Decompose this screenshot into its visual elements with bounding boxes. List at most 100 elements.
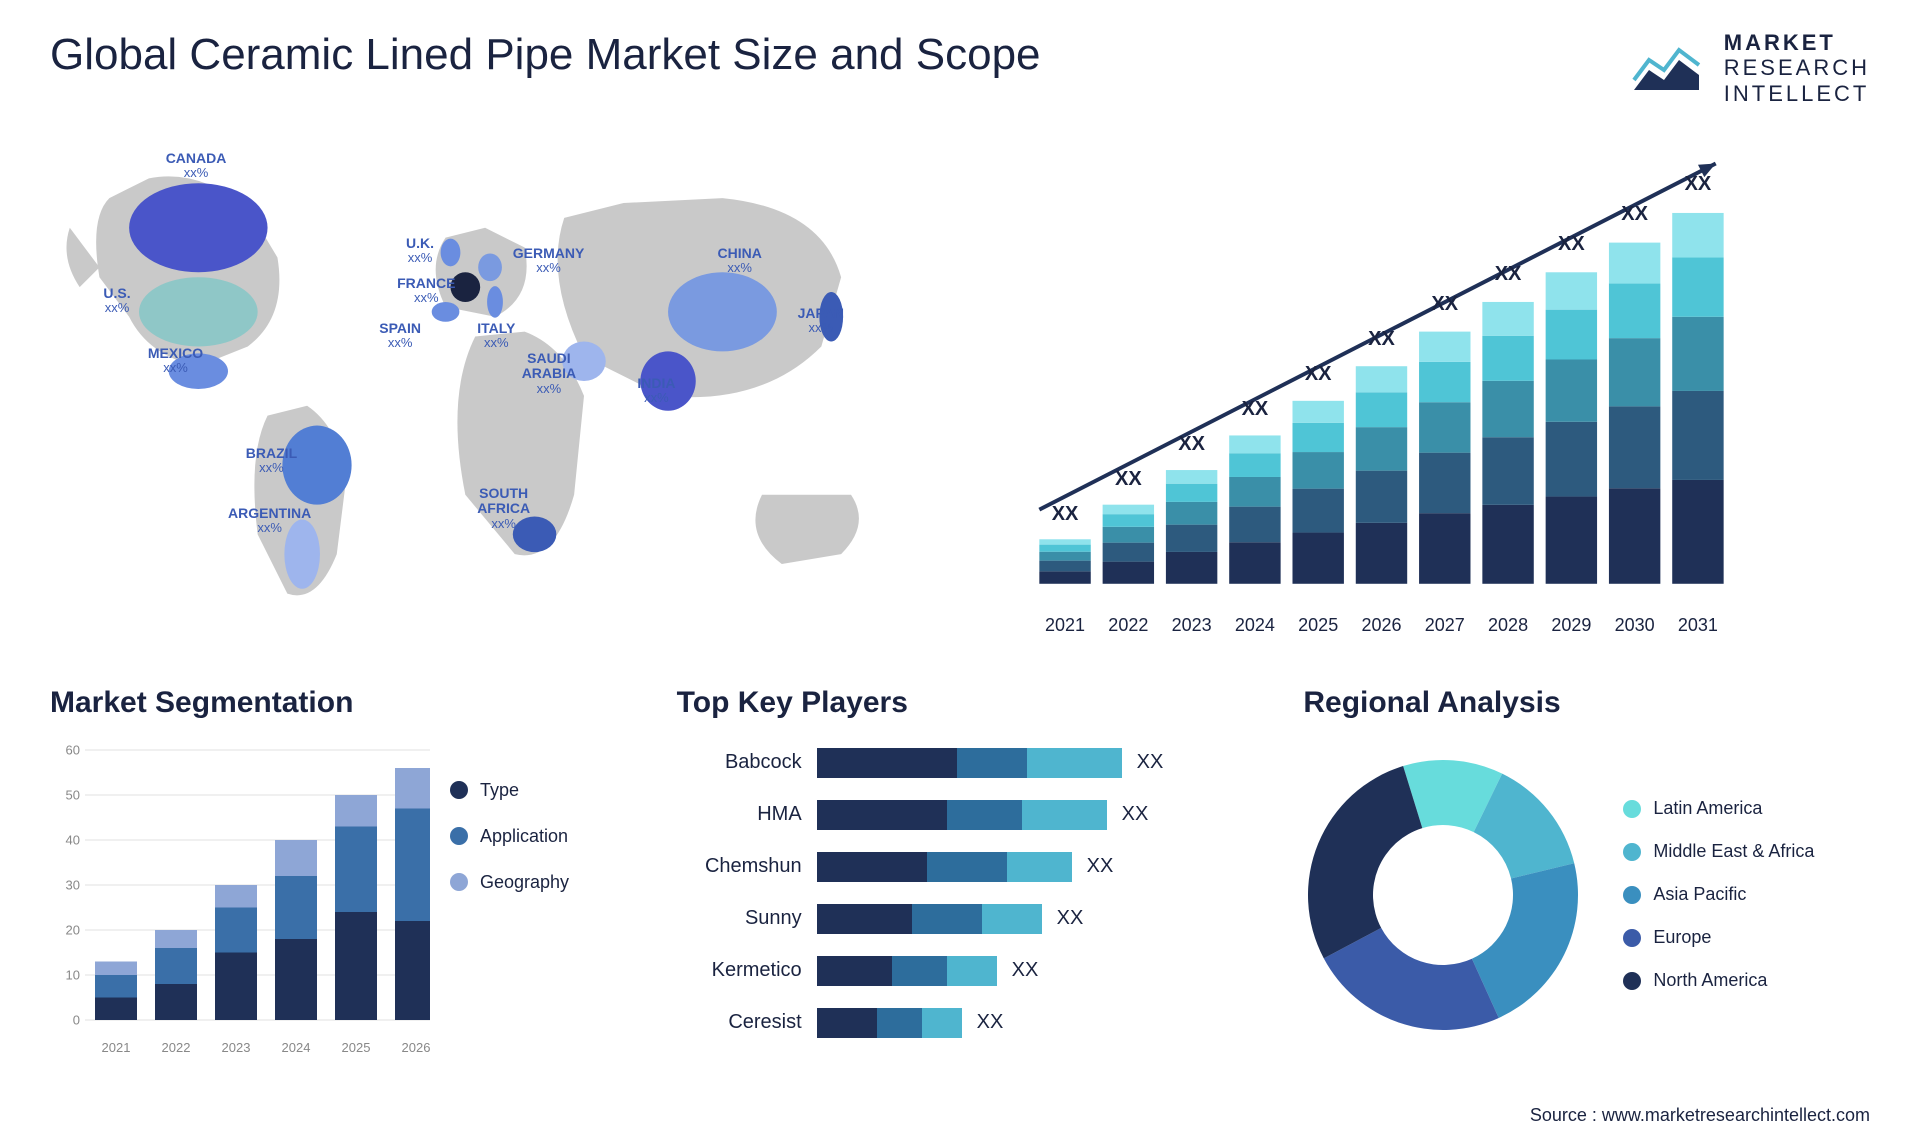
forecast-chart: 2021XX2022XX2023XX2024XX2025XX2026XX2027…	[980, 136, 1870, 636]
forecast-value-label: XX	[1115, 468, 1142, 491]
player-bar-segment	[922, 1008, 962, 1038]
players-title: Top Key Players	[677, 686, 1244, 720]
players-chart: BabcockXXHMAXXChemshunXXSunnyXXKermetico…	[677, 740, 1244, 1050]
forecast-value-label: XX	[1368, 328, 1395, 351]
legend-item: North America	[1623, 970, 1814, 991]
player-bar	[817, 956, 997, 986]
forecast-value-label: XX	[1052, 503, 1079, 526]
map-label: MEXICOxx%	[148, 346, 203, 376]
forecast-value-label: XX	[1558, 233, 1585, 256]
player-bar-segment	[947, 956, 997, 986]
map-label: SPAINxx%	[379, 321, 421, 351]
player-row: Sunny XX	[677, 896, 1244, 942]
player-row: Ceresist XX	[677, 1000, 1244, 1046]
map-label: ITALYxx%	[477, 321, 515, 351]
player-bar-segment	[1007, 852, 1072, 882]
regional-title: Regional Analysis	[1303, 686, 1870, 720]
forecast-value-label: XX	[1431, 293, 1458, 316]
forecast-year-label: 2023	[1172, 615, 1212, 636]
seg-ytick: 50	[66, 787, 80, 802]
player-row: KermeticoXX	[677, 948, 1244, 994]
player-name: HMA	[677, 803, 817, 826]
seg-year-label: 2024	[282, 1040, 311, 1055]
forecast-year-label: 2022	[1108, 615, 1148, 636]
player-bar-segment	[817, 748, 957, 778]
forecast-value-label: XX	[1621, 203, 1648, 226]
legend-dot	[1623, 972, 1641, 990]
seg-year-label: 2022	[162, 1040, 191, 1055]
player-row: Chemshun XX	[677, 844, 1244, 890]
seg-year-label: 2026	[402, 1040, 431, 1055]
map-label: CHINAxx%	[718, 246, 762, 276]
forecast-value-label: XX	[1305, 363, 1332, 386]
legend-dot	[450, 827, 468, 845]
source-text: Source : www.marketresearchintellect.com	[1530, 1105, 1870, 1126]
legend-label: Latin America	[1653, 798, 1762, 819]
legend-dot	[1623, 800, 1641, 818]
forecast-value-label: XX	[1242, 398, 1269, 421]
regional-legend: Latin AmericaMiddle East & AfricaAsia Pa…	[1623, 798, 1814, 991]
forecast-year-label: 2025	[1298, 615, 1338, 636]
forecast-year-label: 2026	[1361, 615, 1401, 636]
players-panel: Top Key Players BabcockXXHMAXXChemshunXX…	[677, 686, 1244, 1066]
legend-item: Latin America	[1623, 798, 1814, 819]
player-row: HMAXX	[677, 792, 1244, 838]
player-name: Ceresist	[677, 1011, 817, 1034]
forecast-year-label: 2028	[1488, 615, 1528, 636]
legend-item: Geography	[450, 872, 569, 893]
forecast-svg	[980, 136, 1870, 636]
player-bar-segment	[947, 800, 1022, 830]
legend-label: North America	[1653, 970, 1767, 991]
world-map-panel: CANADAxx%U.S.xx%MEXICOxx%BRAZILxx%ARGENT…	[50, 136, 940, 636]
player-name: Sunny	[677, 907, 817, 930]
player-name: Chemshun	[677, 855, 817, 878]
forecast-year-label: 2029	[1551, 615, 1591, 636]
seg-ytick: 40	[66, 832, 80, 847]
player-bar	[817, 852, 1072, 882]
player-bar	[817, 1008, 962, 1038]
seg-year-label: 2021	[102, 1040, 131, 1055]
player-value: XX	[977, 1011, 1004, 1034]
player-value: XX	[1087, 855, 1114, 878]
player-bar-segment	[1027, 748, 1122, 778]
map-label: SOUTHAFRICAxx%	[477, 486, 530, 531]
seg-year-label: 2025	[342, 1040, 371, 1055]
forecast-year-label: 2024	[1235, 615, 1275, 636]
logo-line1: MARKET	[1724, 30, 1870, 55]
player-bar-segment	[877, 1008, 922, 1038]
logo: MARKET RESEARCH INTELLECT	[1629, 30, 1870, 106]
seg-ytick: 10	[66, 967, 80, 982]
legend-label: Asia Pacific	[1653, 884, 1746, 905]
segmentation-title: Market Segmentation	[50, 686, 617, 720]
legend-dot	[450, 781, 468, 799]
legend-label: Europe	[1653, 927, 1711, 948]
legend-dot	[1623, 843, 1641, 861]
map-label: SAUDIARABIAxx%	[522, 351, 576, 396]
legend-dot	[1623, 929, 1641, 947]
regional-chart: Latin AmericaMiddle East & AfricaAsia Pa…	[1303, 740, 1870, 1050]
player-bar	[817, 748, 1122, 778]
seg-ytick: 60	[66, 742, 80, 757]
seg-ytick: 20	[66, 922, 80, 937]
header: Global Ceramic Lined Pipe Market Size an…	[50, 30, 1870, 106]
player-bar-segment	[982, 904, 1042, 934]
logo-line2: RESEARCH	[1724, 55, 1870, 80]
player-value: XX	[1057, 907, 1084, 930]
legend-dot	[450, 873, 468, 891]
legend-label: Application	[480, 826, 568, 847]
player-bar-segment	[1022, 800, 1107, 830]
player-bar-segment	[817, 956, 892, 986]
forecast-value-label: XX	[1495, 263, 1522, 286]
player-bar-segment	[817, 800, 947, 830]
map-label: BRAZILxx%	[246, 446, 297, 476]
map-label: U.S.xx%	[103, 286, 130, 316]
donut-svg	[1303, 755, 1583, 1035]
forecast-year-label: 2031	[1678, 615, 1718, 636]
player-bar	[817, 904, 1042, 934]
player-row: Babcock XX	[677, 740, 1244, 786]
player-name: Kermetico	[677, 959, 817, 982]
map-label: FRANCExx%	[397, 276, 455, 306]
player-bar-segment	[817, 852, 927, 882]
player-value: XX	[1137, 751, 1164, 774]
player-name: Babcock	[677, 751, 817, 774]
